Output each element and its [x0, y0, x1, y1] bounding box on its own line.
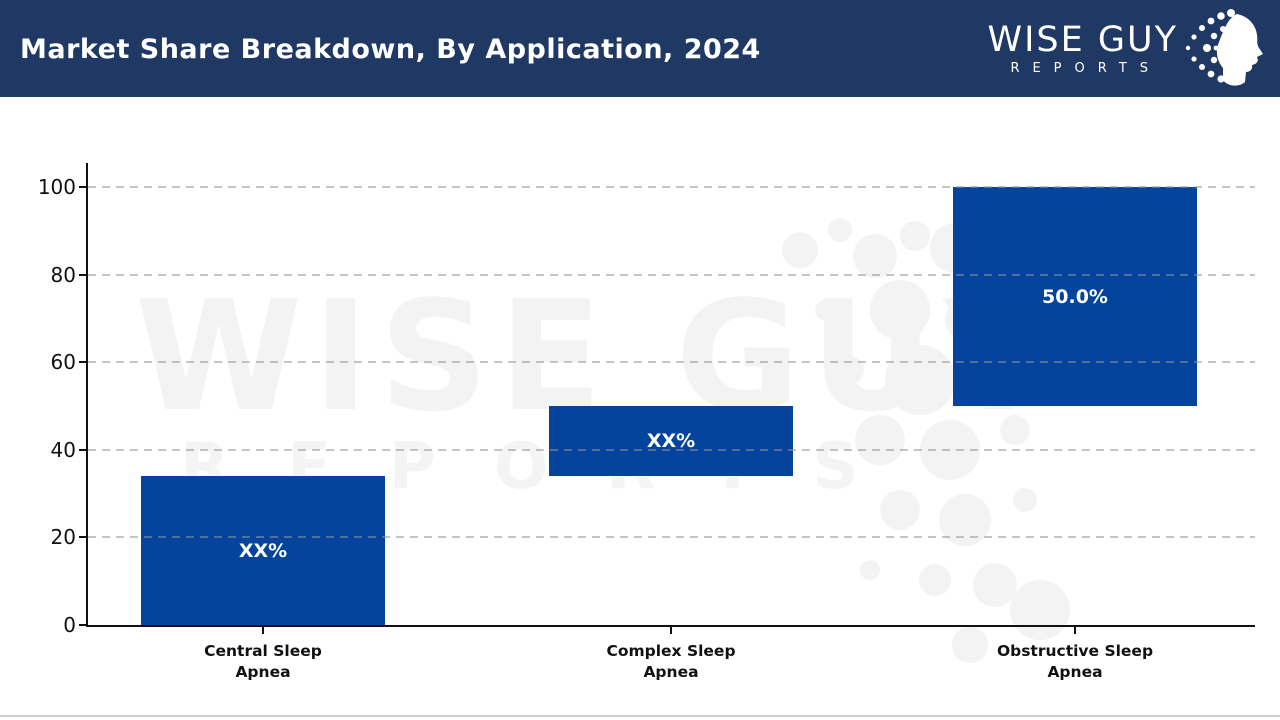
- y-tick-40: [79, 448, 86, 451]
- bar-value-label-1: XX%: [238, 539, 288, 562]
- header-bar: Market Share Breakdown, By Application, …: [0, 0, 1280, 97]
- wiseguy-logo: WISE GUY REPORTS: [987, 8, 1266, 90]
- bar-3: [953, 187, 1197, 406]
- bar-value-label-2: XX%: [646, 430, 696, 453]
- gridline-100: [88, 186, 1255, 188]
- gridline-60: [88, 361, 1255, 364]
- y-tick-label-60: 60: [50, 350, 76, 375]
- y-tick-20: [79, 536, 86, 539]
- x-tick-1: [262, 627, 264, 634]
- y-tick-100: [79, 186, 86, 188]
- x-category-label-3: Obstructive Sleep Apnea: [996, 642, 1154, 681]
- x-axis-line: [86, 625, 1255, 627]
- x-category-label-2: Complex Sleep Apnea: [606, 642, 736, 681]
- x-category-label-1: Central Sleep Apnea: [204, 642, 322, 681]
- y-tick-label-100: 100: [37, 175, 76, 199]
- logo-face-icon: [1185, 9, 1263, 86]
- y-tick-0: [79, 624, 86, 626]
- y-axis-line: [86, 162, 88, 627]
- y-tick-label-0: 0: [63, 613, 76, 637]
- logo-reports-text: REPORTS: [1010, 61, 1162, 76]
- y-tick-label-40: 40: [50, 437, 76, 462]
- chart-title: Market Share Breakdown, By Application, …: [20, 34, 761, 65]
- gridline-80: [88, 273, 1255, 276]
- gridline-40: [88, 448, 1255, 451]
- x-tick-2: [670, 627, 672, 634]
- y-tick-label-20: 20: [50, 525, 76, 550]
- bottom-divider: [0, 715, 1280, 717]
- bar-value-label-3: 50.0%: [1042, 285, 1108, 308]
- y-tick-60: [79, 361, 86, 364]
- logo-wiseguy-text: WISE GUY: [987, 20, 1178, 60]
- logo-text: WISE GUY REPORTS: [987, 22, 1178, 76]
- bar-1: [141, 476, 385, 625]
- gridline-20: [88, 536, 1255, 539]
- y-tick-80: [79, 273, 86, 276]
- bar-2: [549, 406, 793, 477]
- y-tick-label-80: 80: [50, 262, 76, 287]
- x-tick-3: [1074, 627, 1076, 634]
